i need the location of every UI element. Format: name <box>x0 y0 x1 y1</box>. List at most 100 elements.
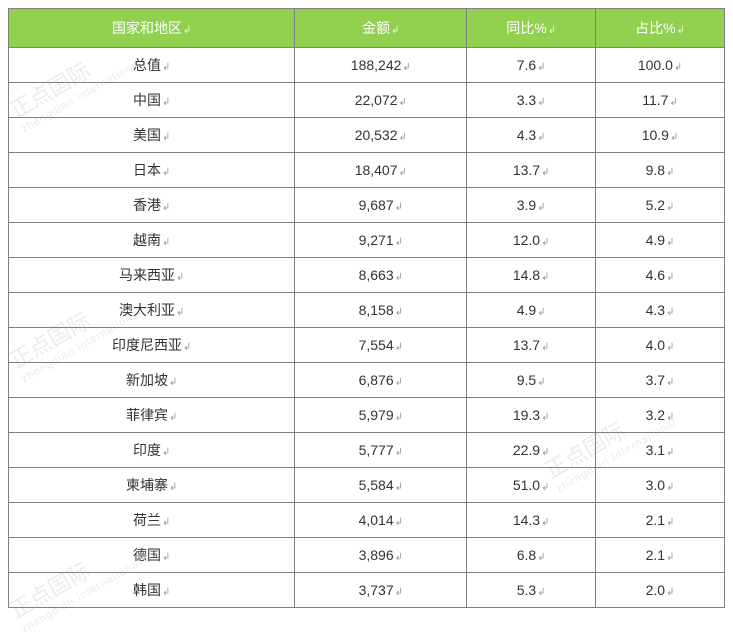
cell-marker-icon: ↲ <box>541 517 549 528</box>
cell-text: 5.2 <box>646 197 665 213</box>
cell-marker-icon: ↲ <box>666 342 674 353</box>
cell-share: 100.0↲ <box>596 48 725 83</box>
cell-yoy: 13.7↲ <box>467 328 596 363</box>
cell-text: 日本 <box>133 162 161 178</box>
cell-yoy: 13.7↲ <box>467 153 596 188</box>
cell-text: 越南 <box>133 232 161 248</box>
cell-amount: 22,072↲ <box>295 83 467 118</box>
cell-text: 新加坡 <box>126 372 168 388</box>
cell-marker-icon: ↲ <box>666 552 674 563</box>
cell-marker-icon: ↲ <box>395 447 403 458</box>
cell-amount: 8,158↲ <box>295 293 467 328</box>
cell-marker-icon: ↲ <box>537 587 545 598</box>
cell-amount: 8,663↲ <box>295 258 467 293</box>
cell-text: 菲律宾 <box>126 407 168 423</box>
cell-text: 12.0 <box>513 232 540 248</box>
cell-marker-icon: ↲ <box>541 167 549 178</box>
cell-amount: 4,014↲ <box>295 503 467 538</box>
cell-marker-icon: ↲ <box>169 377 177 388</box>
cell-marker-icon: ↲ <box>395 412 403 423</box>
cell-text: 188,242 <box>351 57 402 73</box>
cell-marker-icon: ↲ <box>176 272 184 283</box>
cell-marker-icon: ↲ <box>183 25 191 36</box>
cell-marker-icon: ↲ <box>162 517 170 528</box>
table-row: 印度↲5,777↲22.9↲3.1↲ <box>9 433 725 468</box>
cell-text: 51.0 <box>513 477 540 493</box>
cell-yoy: 22.9↲ <box>467 433 596 468</box>
cell-share: 3.7↲ <box>596 363 725 398</box>
cell-region: 新加坡↲ <box>9 363 295 398</box>
cell-text: 7,554 <box>359 337 394 353</box>
cell-yoy: 3.3↲ <box>467 83 596 118</box>
cell-yoy: 14.8↲ <box>467 258 596 293</box>
cell-region: 荷兰↲ <box>9 503 295 538</box>
cell-share: 9.8↲ <box>596 153 725 188</box>
cell-text: 8,663 <box>359 267 394 283</box>
cell-text: 中国 <box>133 92 161 108</box>
cell-text: 3.7 <box>646 372 665 388</box>
cell-yoy: 19.3↲ <box>467 398 596 433</box>
cell-text: 美国 <box>133 127 161 143</box>
table-header-row: 国家和地区↲ 金额↲ 同比%↲ 占比%↲ <box>9 9 725 48</box>
cell-text: 14.8 <box>513 267 540 283</box>
cell-text: 3.0 <box>646 477 665 493</box>
cell-text: 4,014 <box>359 512 394 528</box>
cell-text: 5,979 <box>359 407 394 423</box>
cell-yoy: 14.3↲ <box>467 503 596 538</box>
cell-marker-icon: ↲ <box>666 377 674 388</box>
table-row: 柬埔寨↲5,584↲51.0↲3.0↲ <box>9 468 725 503</box>
cell-text: 13.7 <box>513 162 540 178</box>
cell-text: 9,687 <box>359 197 394 213</box>
cell-region: 中国↲ <box>9 83 295 118</box>
cell-marker-icon: ↲ <box>666 482 674 493</box>
cell-share: 11.7↲ <box>596 83 725 118</box>
cell-marker-icon: ↲ <box>666 517 674 528</box>
cell-text: 荷兰 <box>133 512 161 528</box>
cell-text: 香港 <box>133 197 161 213</box>
cell-text: 3,737 <box>359 582 394 598</box>
col-header-share: 占比%↲ <box>596 9 725 48</box>
cell-text: 9.8 <box>646 162 665 178</box>
cell-text: 9.5 <box>517 372 536 388</box>
cell-yoy: 5.3↲ <box>467 573 596 608</box>
cell-text: 14.3 <box>513 512 540 528</box>
cell-amount: 6,876↲ <box>295 363 467 398</box>
cell-share: 2.1↲ <box>596 503 725 538</box>
table-row: 马来西亚↲8,663↲14.8↲ 4.6 ↲ <box>9 258 725 293</box>
cell-region: 香港↲ <box>9 188 295 223</box>
data-table: 国家和地区↲ 金额↲ 同比%↲ 占比%↲ 总值↲188,242↲7.6↲100.… <box>8 8 725 608</box>
cell-text: 5,777 <box>359 442 394 458</box>
cell-text: 22.9 <box>513 442 540 458</box>
cell-amount: 18,407↲ <box>295 153 467 188</box>
cell-region: 马来西亚↲ <box>9 258 295 293</box>
cell-text: 柬埔寨 <box>126 477 168 493</box>
cell-text: 2.0 <box>646 582 665 598</box>
cell-share: 2.0↲ <box>596 573 725 608</box>
table-row: 总值↲188,242↲7.6↲100.0↲ <box>9 48 725 83</box>
cell-text: 德国 <box>133 547 161 563</box>
cell-marker-icon: ↲ <box>669 97 677 108</box>
table-row: 德国↲3,896↲6.8↲2.1↲ <box>9 538 725 573</box>
cell-share: 4.3↲ <box>596 293 725 328</box>
cell-text: 4.6 <box>646 267 665 283</box>
cell-share: 3.1↲ <box>596 433 725 468</box>
cell-region: 印度尼西亚↲ <box>9 328 295 363</box>
cell-text: 100.0 <box>638 57 673 73</box>
table-row: 香港↲9,687↲3.9↲5.2↲ <box>9 188 725 223</box>
cell-marker-icon: ↲ <box>674 62 682 73</box>
cell-marker-icon: ↲ <box>395 342 403 353</box>
cell-region: 日本↲ <box>9 153 295 188</box>
table-row: 韩国↲3,737↲5.3↲2.0↲ <box>9 573 725 608</box>
cell-marker-icon: ↲ <box>162 587 170 598</box>
cell-text: 3.1 <box>646 442 665 458</box>
table-body: 总值↲188,242↲7.6↲100.0↲中国↲22,072↲3.3↲11.7↲… <box>9 48 725 608</box>
cell-text: 4.3 <box>646 302 665 318</box>
cell-text: 3.2 <box>646 407 665 423</box>
cell-share: 3.0↲ <box>596 468 725 503</box>
cell-marker-icon: ↲ <box>169 482 177 493</box>
cell-marker-icon: ↲ <box>395 482 403 493</box>
cell-text: 4.3 <box>517 127 536 143</box>
cell-region: 总值↲ <box>9 48 295 83</box>
cell-text: 3,896 <box>359 547 394 563</box>
cell-marker-icon: ↲ <box>548 25 556 36</box>
